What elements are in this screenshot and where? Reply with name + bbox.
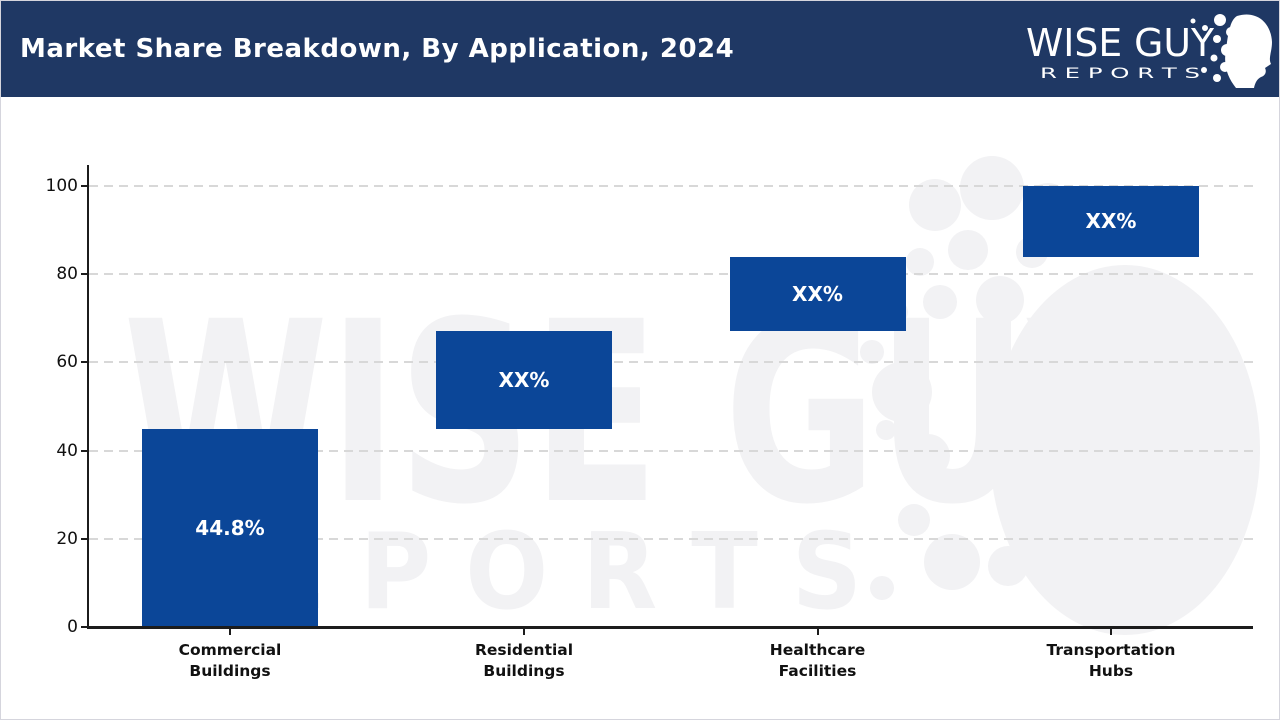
y-tick-mark-60 [81,361,89,364]
header-bar: Market Share Breakdown, By Application, … [0,0,1280,97]
logo-line1: WISE GUY [1026,21,1215,65]
y-tick-mark-100 [81,185,89,187]
bar-residential-buildings: XX% [436,330,612,430]
x-axis-line [87,626,1253,629]
y-tick-mark-20 [81,537,89,540]
x-tick-mark-residential-buildings [523,629,525,635]
bar-value-label: 44.8% [195,516,265,541]
x-category-label-healthcare-facilities: Healthcare Facilities [769,641,866,680]
bar-healthcare-facilities: XX% [729,256,906,331]
logo-face-icon [1225,13,1272,88]
x-tick-mark-commercial-buildings [229,629,231,635]
wise-guy-reports-logo: WISE GUY R E P O R T S [1026,13,1272,88]
gridline-20 [89,537,1253,540]
y-tick-label-20: 20 [56,528,78,549]
y-tick-label-0: 0 [67,617,78,637]
bar-value-label: XX% [1085,209,1137,234]
x-tick-mark-healthcare-facilities [816,629,819,635]
x-tick-mark-transportation-hubs [1110,629,1112,635]
gridline-100 [89,185,1253,187]
y-tick-label-40: 40 [56,440,78,461]
x-category-label-transportation-hubs: Transportation Hubs [1046,641,1176,680]
x-category-label-commercial-buildings: Commercial Buildings [178,641,282,680]
gridline-80 [89,273,1253,276]
y-tick-label-100: 100 [45,176,78,196]
gridline-40 [89,449,1253,452]
gridline-60 [89,361,1253,364]
x-category-label-residential-buildings: Residential Buildings [474,641,574,680]
bar-value-label: XX% [498,368,550,393]
y-axis-line [87,165,89,628]
bar-commercial-buildings: 44.8% [142,429,318,627]
bar-transportation-hubs: XX% [1023,186,1199,257]
y-tick-mark-80 [81,273,89,276]
page-title: Market Share Breakdown, By Application, … [20,33,735,64]
bar-value-label: XX% [792,281,843,306]
y-tick-mark-40 [81,449,89,452]
y-tick-label-60: 60 [56,352,78,373]
y-tick-label-80: 80 [56,264,78,285]
logo-line2: R E P O R T S [1040,66,1200,82]
y-tick-mark-0 [81,626,89,628]
